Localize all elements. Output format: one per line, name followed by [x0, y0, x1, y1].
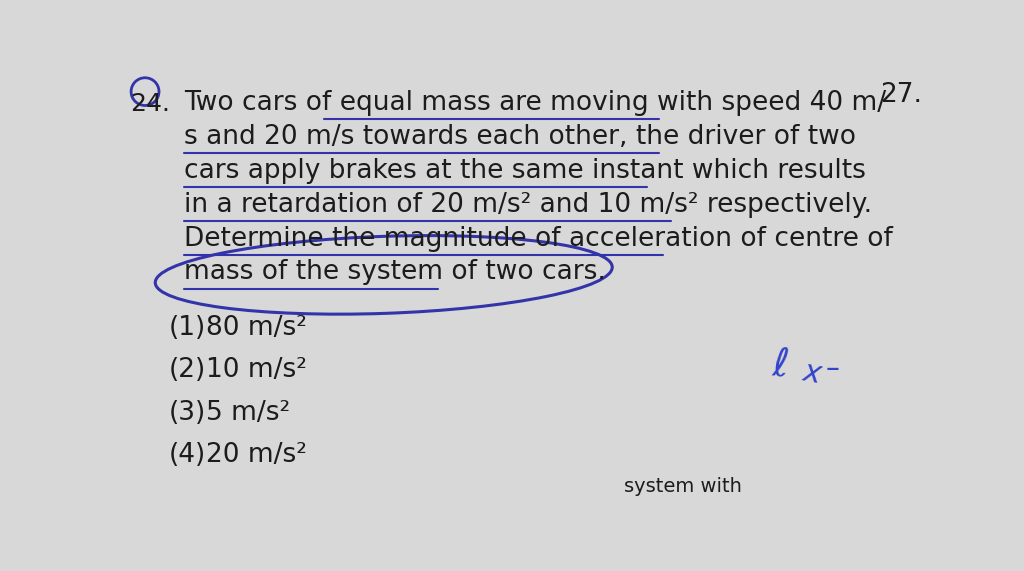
- Text: mass of the system of two cars.: mass of the system of two cars.: [183, 259, 605, 286]
- Text: 24.: 24.: [130, 93, 170, 116]
- Text: s and 20 m/s towards each other, the driver of two: s and 20 m/s towards each other, the dri…: [183, 124, 856, 150]
- Text: –: –: [825, 355, 840, 383]
- Text: ℓ: ℓ: [771, 344, 791, 384]
- Text: (4): (4): [168, 442, 206, 468]
- Text: 10 m/s²: 10 m/s²: [206, 357, 306, 383]
- Text: in a retardation of 20 m/s² and 10 m/s² respectively.: in a retardation of 20 m/s² and 10 m/s² …: [183, 192, 871, 218]
- Text: 20 m/s²: 20 m/s²: [206, 442, 306, 468]
- Text: cars apply brakes at the same instant which results: cars apply brakes at the same instant wh…: [183, 158, 865, 184]
- Text: 80 m/s²: 80 m/s²: [206, 315, 306, 341]
- Text: (3): (3): [168, 400, 206, 425]
- Text: 27.: 27.: [880, 82, 922, 108]
- Text: system with: system with: [624, 477, 741, 496]
- Text: (2): (2): [168, 357, 206, 383]
- Text: x: x: [801, 357, 823, 389]
- Text: 5 m/s²: 5 m/s²: [206, 400, 290, 425]
- Text: (1): (1): [168, 315, 206, 341]
- Text: Determine the magnitude of acceleration of centre of: Determine the magnitude of acceleration …: [183, 226, 893, 252]
- Text: Two cars of equal mass are moving with speed 40 m/: Two cars of equal mass are moving with s…: [183, 90, 886, 116]
